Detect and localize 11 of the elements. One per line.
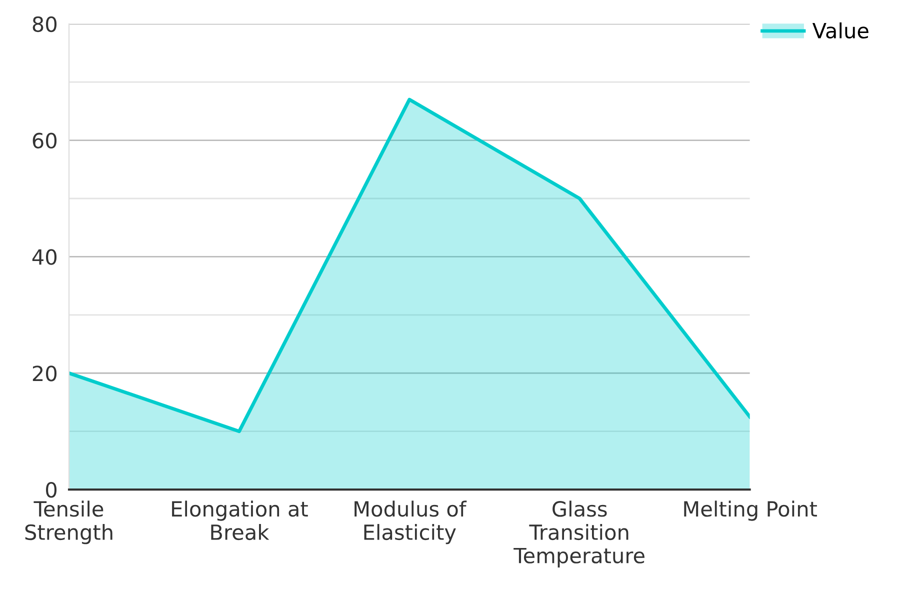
y-tick-label: 20	[32, 366, 57, 382]
x-tick-label: Modulus of Elasticity	[354, 500, 467, 544]
legend-label: Value	[812, 22, 868, 39]
x-tick-label: Tensile Strength	[25, 500, 112, 544]
x-tick-label: Glass Transition Temperature	[514, 500, 644, 568]
y-tick-label: 60	[32, 132, 57, 149]
y-tick-label: 40	[32, 249, 57, 265]
x-tick-label: Elongation at Break	[172, 500, 308, 540]
y-tick-label: 80	[32, 16, 57, 32]
x-tick-label: Melting Point	[684, 500, 817, 521]
y-tick-label: 0	[46, 482, 57, 498]
